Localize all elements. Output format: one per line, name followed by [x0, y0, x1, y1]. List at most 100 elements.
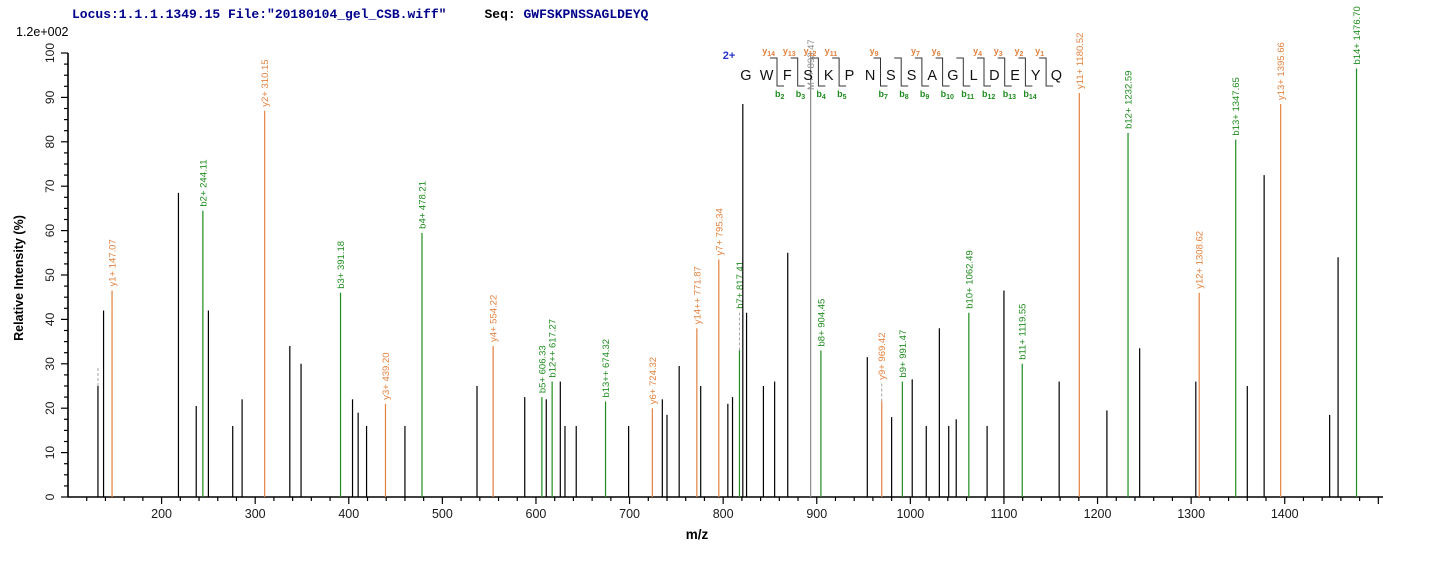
b-ion-ladder-label: b11 — [961, 89, 974, 101]
sequence-residue: K — [824, 68, 834, 84]
x-tick-label: 900 — [806, 507, 827, 521]
y-tick-label: 0 — [43, 493, 57, 500]
sequence-residue: N — [865, 68, 875, 84]
fragment-bracket — [811, 57, 826, 87]
peak-label: y14++ 771.87 — [692, 266, 703, 324]
sequence-residue: A — [927, 68, 937, 84]
peak-label: b3+ 391.18 — [336, 241, 347, 289]
y-tick-label: 30 — [43, 357, 57, 371]
b-ion-ladder-label: b2 — [775, 89, 785, 101]
y-ion-ladder-label: y6 — [932, 46, 941, 58]
fragment-bracket — [1039, 57, 1054, 87]
fragment-bracket — [935, 57, 950, 87]
fragment-bracket — [1018, 57, 1033, 87]
sequence-residue: S — [886, 68, 896, 84]
y-ion-ladder-label: y14 — [762, 46, 775, 58]
x-tick-label: 1200 — [1084, 507, 1112, 521]
peak-label: b7+ 817.41 — [735, 261, 746, 309]
y-axis-title: Relative Intensity (%) — [12, 215, 26, 341]
sequence-residue: D — [989, 68, 999, 84]
x-tick-label: 1300 — [1177, 507, 1205, 521]
b-ion-ladder-label: b7 — [879, 89, 889, 101]
x-tick-label: 400 — [338, 507, 359, 521]
peak-label: b9+ 991.47 — [898, 330, 909, 378]
b-ion-ladder-label: b13 — [1003, 89, 1016, 101]
x-tick-label: 300 — [245, 507, 266, 521]
b-ion-ladder-label: b10 — [941, 89, 954, 101]
fragment-bracket — [770, 57, 784, 87]
y-tick-label: 90 — [43, 90, 57, 104]
y-tick-label: 50 — [43, 268, 57, 282]
y-ion-ladder-label: y7 — [911, 46, 920, 58]
peak-label: M++ 893.47 — [806, 39, 817, 90]
b-ion-ladder-label: b12 — [982, 89, 995, 101]
seq-label: Seq: — [484, 7, 516, 22]
x-tick-label: 600 — [526, 507, 547, 521]
peak-label: b8+ 904.45 — [816, 299, 827, 347]
x-tick-label: 700 — [619, 507, 640, 521]
peak-label: y3+ 439.20 — [381, 352, 392, 399]
peak-label: y6+ 724.32 — [648, 357, 659, 404]
peak-label: b4+ 478.21 — [417, 181, 428, 229]
peak-label: b12++ 617.27 — [548, 319, 559, 378]
seq-value: GWFSKPNSSAGLDEYQ — [523, 7, 649, 22]
y-ion-ladder-label: y11 — [825, 46, 838, 58]
fragment-bracket — [790, 57, 805, 87]
sequence-residue: F — [783, 68, 792, 84]
sequence-residue: G — [947, 68, 958, 84]
peak-label: y4+ 554.22 — [489, 295, 500, 342]
y-tick-label: 60 — [43, 224, 57, 238]
sequence-residue: P — [845, 68, 855, 84]
x-tick-label: 1400 — [1271, 507, 1299, 521]
x-tick-label: 500 — [432, 507, 453, 521]
fragment-bracket — [997, 57, 1012, 87]
y-ion-ladder-label: y13 — [783, 46, 796, 58]
y-tick-label: 80 — [43, 135, 57, 149]
peak-label: y13+ 1395.66 — [1276, 42, 1287, 100]
b-ion-ladder-label: b3 — [796, 89, 806, 101]
header-bar: Locus:1.1.1.1349.15 File:"20180104_gel_C… — [72, 7, 648, 22]
sequence-residue: L — [970, 68, 978, 84]
fragment-bracket — [873, 57, 888, 87]
sequence-residue: S — [907, 68, 917, 84]
fragment-bracket — [914, 57, 929, 87]
sequence-residue: W — [760, 68, 774, 84]
sequence-residue: Y — [1031, 68, 1041, 84]
peak-label: b5+ 606.33 — [537, 345, 548, 393]
peak-label: b10+ 1062.49 — [964, 250, 975, 308]
y-ion-ladder-label: y2 — [1014, 46, 1023, 58]
max-intensity-readout: 1.2e+002 — [16, 25, 69, 39]
peak-label: b13+ 1347.65 — [1231, 77, 1242, 135]
sequence-residue: Q — [1051, 68, 1062, 84]
y-ion-ladder-label: y9 — [870, 46, 879, 58]
b-ion-ladder-label: b9 — [920, 89, 930, 101]
b-ion-ladder-label: b14 — [1023, 89, 1036, 101]
peak-label: y1+ 147.07 — [108, 239, 119, 286]
peak-label: y12+ 1308.62 — [1195, 231, 1206, 289]
x-tick-label: 800 — [713, 507, 734, 521]
peak-label: y2+ 310.15 — [260, 59, 271, 106]
x-tick-label: 200 — [151, 507, 172, 521]
fragment-bracket — [977, 57, 991, 87]
sequence-residue: E — [1010, 68, 1020, 84]
peak-label: b13++ 674.32 — [601, 339, 612, 398]
peak-label: y7+ 795.34 — [714, 208, 725, 255]
y-ion-ladder-label: y1 — [1035, 46, 1044, 58]
peak-label: y11+ 1180.52 — [1075, 33, 1086, 89]
y-ion-ladder-label: y4 — [973, 46, 982, 58]
b-ion-ladder-label: b8 — [899, 89, 909, 101]
y-tick-label: 70 — [43, 179, 57, 193]
b-ion-ladder-label: b4 — [816, 89, 826, 101]
sequence-residue: G — [740, 68, 751, 84]
y-ion-ladder-label: y3 — [994, 46, 1003, 58]
y-tick-label: 20 — [43, 401, 57, 415]
locus-file-text: Locus:1.1.1.1349.15 File:"20180104_gel_C… — [72, 7, 447, 22]
x-tick-label: 1000 — [896, 507, 924, 521]
sequence-residue: S — [803, 68, 813, 84]
fragment-bracket — [894, 57, 909, 87]
peak-label: b12+ 1232.59 — [1124, 71, 1135, 129]
peak-label: b11+ 1119.55 — [1018, 304, 1029, 360]
y-tick-label: 40 — [43, 312, 57, 326]
y-tick-label: 10 — [43, 446, 57, 460]
